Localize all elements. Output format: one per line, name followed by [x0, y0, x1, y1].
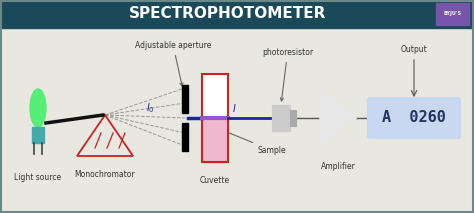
- Text: photoresistor: photoresistor: [262, 48, 313, 101]
- Bar: [202, 118, 228, 162]
- Text: Light source: Light source: [14, 173, 62, 182]
- Bar: [202, 74, 228, 162]
- Text: SPECTROPHOTOMETER: SPECTROPHOTOMETER: [129, 7, 326, 22]
- Text: Amplifier: Amplifier: [321, 162, 356, 171]
- Ellipse shape: [30, 89, 46, 127]
- Bar: [290, 110, 296, 126]
- Text: Monochromator: Monochromator: [75, 170, 135, 179]
- Text: Sample: Sample: [221, 129, 287, 155]
- Text: Output: Output: [401, 46, 428, 55]
- Polygon shape: [320, 90, 356, 146]
- Bar: [436, 3, 469, 25]
- Text: Cuvette: Cuvette: [200, 176, 230, 185]
- Text: $I_0$: $I_0$: [146, 101, 155, 115]
- Text: BYJU'S: BYJU'S: [444, 12, 462, 16]
- Bar: [32, 127, 44, 143]
- Bar: [202, 74, 228, 118]
- Bar: [272, 105, 290, 131]
- Bar: [0, 0, 474, 28]
- Text: $I$: $I$: [232, 102, 237, 114]
- FancyBboxPatch shape: [368, 98, 460, 138]
- Text: A  0260: A 0260: [382, 111, 446, 125]
- Bar: [182, 85, 188, 113]
- Bar: [182, 123, 188, 151]
- Text: Adjustable aperture: Adjustable aperture: [135, 41, 211, 86]
